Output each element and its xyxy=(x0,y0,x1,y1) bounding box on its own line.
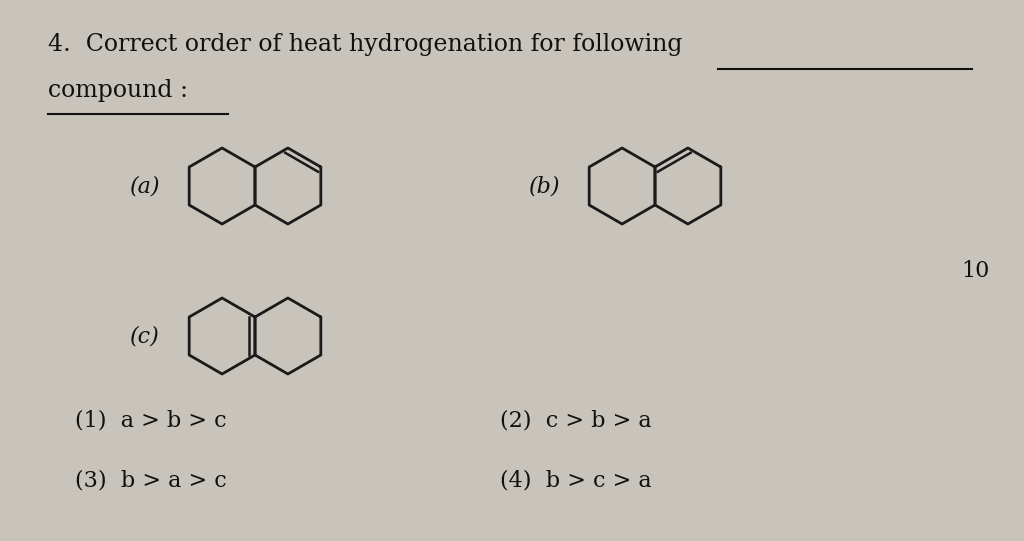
Text: (b): (b) xyxy=(529,175,561,197)
Text: (4)  b > c > a: (4) b > c > a xyxy=(500,470,651,492)
Text: 10: 10 xyxy=(962,260,990,282)
Text: (3)  b > a > c: (3) b > a > c xyxy=(75,470,226,492)
Text: (1)  a > b > c: (1) a > b > c xyxy=(75,410,226,432)
Text: (c): (c) xyxy=(130,325,160,347)
Text: compound :: compound : xyxy=(48,79,188,102)
Text: 4.  Correct order of heat hydrogenation for following: 4. Correct order of heat hydrogenation f… xyxy=(48,33,683,56)
Text: (a): (a) xyxy=(130,175,160,197)
Text: (2)  c > b > a: (2) c > b > a xyxy=(500,410,651,432)
